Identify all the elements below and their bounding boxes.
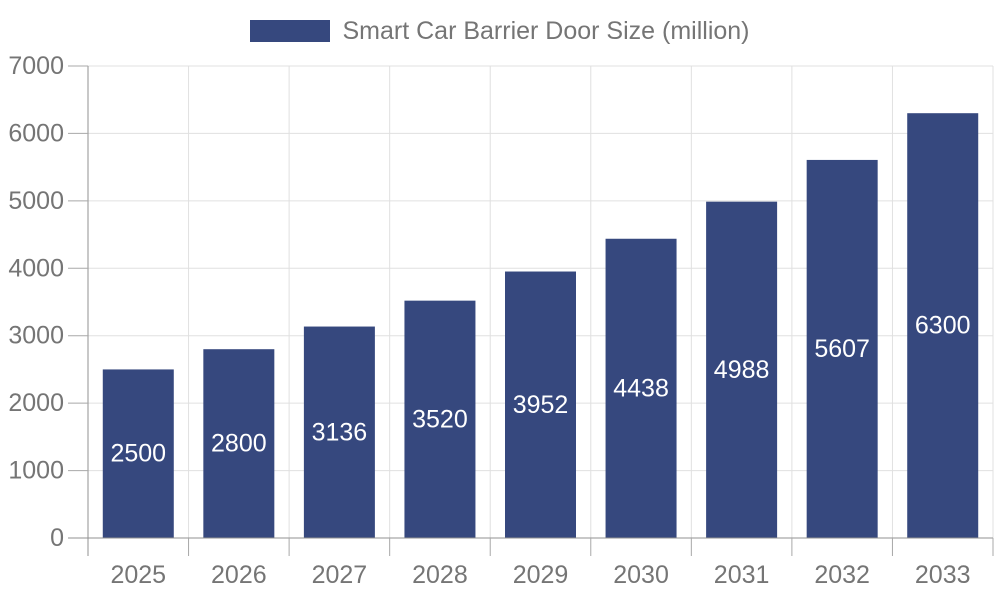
bar-value-label-2028: 3520 (412, 405, 468, 433)
axes: 0 1000 2000 3000 4000 5000 6000 7000 2025 2026 202… (8, 52, 994, 589)
x-tick-label-2033: 2033 (915, 561, 971, 589)
bar-2030 (605, 238, 677, 538)
bar-2032 (806, 159, 878, 539)
bar-value-label-2025: 2500 (110, 440, 166, 468)
y-tick-label: 7000 (8, 52, 64, 80)
x-tick-label-2028: 2028 (412, 561, 468, 589)
y-tick-label: 4000 (8, 254, 64, 282)
x-tick-label-2025: 2025 (110, 561, 166, 589)
bar-value-label-2030: 4438 (613, 374, 669, 402)
bar-value-label-2027: 3136 (312, 418, 368, 446)
y-tick-label: 2000 (8, 389, 64, 417)
legend[interactable]: Smart Car Barrier Door Size (million) (0, 14, 1000, 48)
bar-value-label-2029: 3952 (513, 391, 569, 419)
y-tick-label: 0 (50, 524, 64, 552)
x-tick-label-2030: 2030 (613, 561, 669, 589)
bar-2031 (706, 201, 778, 538)
bar-value-label-2031: 4988 (714, 356, 770, 384)
y-tick-label: 1000 (8, 457, 64, 485)
legend-swatch[interactable] (250, 20, 331, 42)
x-tick-label-2027: 2027 (312, 561, 368, 589)
x-tick-label-2031: 2031 (714, 561, 770, 589)
legend-label: Smart Car Barrier Door Size (million) (342, 17, 750, 45)
bar-2026 (203, 349, 275, 538)
bar-2033 (907, 113, 979, 538)
bar-value-label-2033: 6300 (915, 312, 971, 340)
bar-value-label-2026: 2800 (211, 430, 267, 458)
bar-2028 (404, 300, 476, 538)
x-tick-label-2026: 2026 (211, 561, 267, 589)
x-tick-label-2032: 2032 (814, 561, 870, 589)
x-tick-label-2029: 2029 (513, 561, 569, 589)
y-tick-label: 6000 (8, 119, 64, 147)
bar-value-label-2032: 5607 (814, 335, 870, 363)
bar-2025 (102, 369, 174, 538)
y-tick-label: 5000 (8, 187, 64, 215)
bar-2029 (505, 271, 576, 538)
bar-2027 (303, 326, 375, 538)
bars: 2500 2800 3136 3520 3952 4438 4988 5607 6300 (102, 113, 979, 539)
y-tick-label: 3000 (8, 322, 64, 350)
